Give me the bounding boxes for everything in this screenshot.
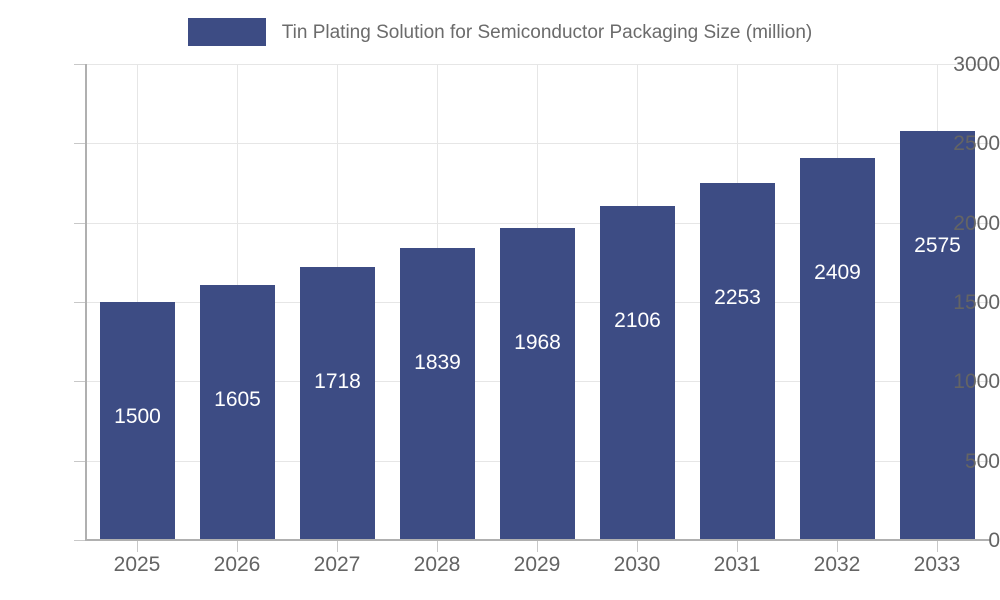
y-tick-mark-2000 (74, 223, 85, 224)
y-tick-label-2000: 2000 (953, 212, 1000, 235)
bar-value-2026: 1605 (214, 388, 261, 411)
y-tick-label-3000: 3000 (953, 53, 1000, 76)
bar-value-2027: 1718 (314, 370, 361, 393)
y-tick-label-0: 0 (988, 529, 1000, 552)
bar-value-2029: 1968 (514, 331, 561, 354)
y-tick-mark-0 (74, 540, 85, 541)
x-tick-label-2025: 2025 (113, 553, 161, 576)
bar-2033[interactable]: 2575 (900, 131, 975, 540)
bar-2032[interactable]: 2409 (800, 158, 875, 540)
bar-value-2033: 2575 (914, 234, 961, 257)
bar-2029[interactable]: 1968 (500, 228, 575, 540)
x-tick-label-2033: 2033 (913, 553, 961, 576)
y-tick-mark-500 (74, 461, 85, 462)
y-tick-mark-1500 (74, 302, 85, 303)
x-tick-label-2027: 2027 (313, 553, 361, 576)
legend-item-0[interactable]: Tin Plating Solution for Semiconductor P… (187, 18, 813, 46)
bar-value-2031: 2253 (714, 286, 761, 309)
x-tick-mark-7 (837, 541, 838, 552)
x-tick-label-2028: 2028 (413, 553, 461, 576)
bar-2025[interactable]: 1500 (100, 302, 175, 540)
bar-value-2025: 1500 (114, 405, 161, 428)
bar-value-2030: 2106 (614, 309, 661, 332)
y-tick-mark-2500 (74, 143, 85, 144)
x-tick-mark-2 (337, 541, 338, 552)
x-tick-mark-8 (937, 541, 938, 552)
y-tick-mark-1000 (74, 381, 85, 382)
bar-value-2028: 1839 (414, 351, 461, 374)
y-tick-label-1000: 1000 (953, 370, 1000, 393)
y-tick-label-500: 500 (964, 450, 1000, 473)
y-axis-line (85, 64, 87, 541)
x-tick-mark-1 (237, 541, 238, 552)
x-tick-label-2030: 2030 (613, 553, 661, 576)
chart-legend: Tin Plating Solution for Semiconductor P… (0, 10, 1000, 54)
plot-area: 1500 1605 1718 1839 1968 2106 2253 2409 … (85, 64, 990, 541)
bar-2030[interactable]: 2106 (600, 206, 675, 540)
y-tick-label-2500: 2500 (953, 132, 1000, 155)
y-tick-label-1500: 1500 (953, 291, 1000, 314)
bar-value-2032: 2409 (814, 261, 861, 284)
x-tick-mark-3 (437, 541, 438, 552)
bar-2026[interactable]: 1605 (200, 285, 275, 540)
legend-item-label: Tin Plating Solution for Semiconductor P… (281, 21, 813, 43)
x-tick-mark-0 (137, 541, 138, 552)
x-tick-label-2032: 2032 (813, 553, 861, 576)
bar-2031[interactable]: 2253 (700, 183, 775, 540)
x-tick-mark-5 (637, 541, 638, 552)
x-tick-label-2029: 2029 (513, 553, 561, 576)
y-tick-mark-3000 (74, 64, 85, 65)
x-tick-mark-6 (737, 541, 738, 552)
x-tick-label-2026: 2026 (213, 553, 261, 576)
x-tick-mark-4 (537, 541, 538, 552)
legend-color-swatch-icon (187, 18, 266, 46)
bar-2027[interactable]: 1718 (300, 267, 375, 540)
x-axis-line (85, 539, 991, 541)
x-tick-label-2031: 2031 (713, 553, 761, 576)
bar-2028[interactable]: 1839 (400, 248, 475, 540)
